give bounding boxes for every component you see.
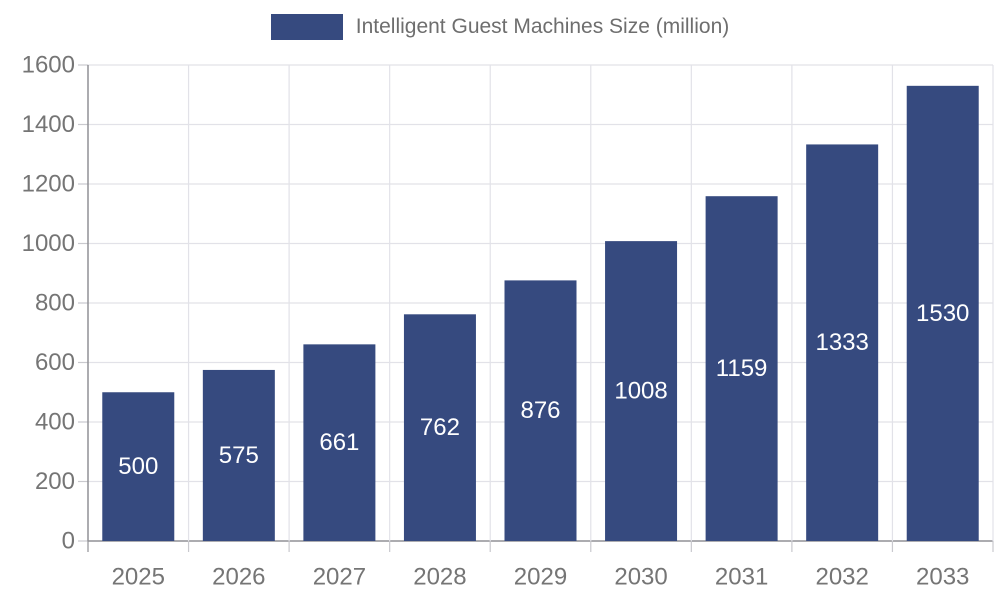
bar-value-label: 1159 <box>716 355 768 382</box>
y-tick-label: 200 <box>35 468 75 495</box>
bar[interactable] <box>504 280 577 541</box>
bar-value-label: 500 <box>118 453 158 480</box>
bar[interactable] <box>102 392 175 541</box>
bar[interactable] <box>806 144 879 541</box>
bar-value-label: 575 <box>219 442 259 469</box>
y-tick-label: 1400 <box>22 111 75 138</box>
bar-value-label: 661 <box>319 429 359 456</box>
bar[interactable] <box>906 85 979 541</box>
legend-item[interactable]: Intelligent Guest Machines Size (million… <box>0 14 1000 40</box>
bar[interactable] <box>303 344 376 541</box>
x-tick-label: 2029 <box>514 564 567 591</box>
legend-label: Intelligent Guest Machines Size (million… <box>355 15 730 38</box>
bar[interactable] <box>202 369 275 541</box>
x-tick-label: 2032 <box>815 564 868 591</box>
bar[interactable] <box>403 314 476 541</box>
bar[interactable] <box>705 196 778 541</box>
x-tick-label: 2025 <box>112 564 165 591</box>
bar-value-label: 876 <box>520 397 560 424</box>
bar-value-label: 1530 <box>916 300 969 327</box>
y-tick-label: 1000 <box>22 230 75 257</box>
legend-swatch <box>270 14 343 40</box>
y-tick-label: 1200 <box>22 171 75 198</box>
x-tick-label: 2028 <box>413 564 466 591</box>
y-tick-label: 400 <box>35 409 75 436</box>
x-tick-label: 2033 <box>916 564 969 591</box>
x-tick-label: 2026 <box>212 564 265 591</box>
y-tick-label: 800 <box>35 290 75 317</box>
bar-value-label: 762 <box>420 414 460 441</box>
bar[interactable] <box>605 241 678 541</box>
x-tick-label: 2027 <box>313 564 366 591</box>
y-tick-label: 1600 <box>22 52 75 79</box>
x-tick-label: 2030 <box>614 564 667 591</box>
bar-value-label: 1008 <box>614 378 667 405</box>
bar-value-label: 1333 <box>815 329 868 356</box>
y-tick-label: 0 <box>62 528 75 555</box>
y-tick-label: 600 <box>35 349 75 376</box>
x-tick-label: 2031 <box>715 564 768 591</box>
